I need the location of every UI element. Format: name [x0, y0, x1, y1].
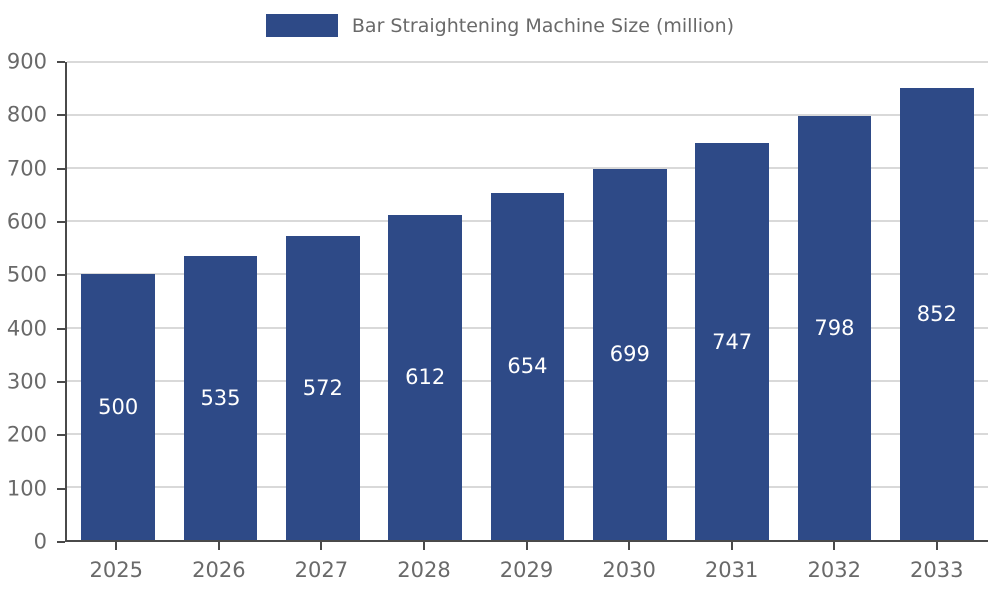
- bar-2029: 654: [490, 192, 565, 540]
- bar-2032: 798: [797, 116, 872, 540]
- y-tick-mark: [57, 274, 65, 277]
- plot-area: 500 535 572 612 654 699 747 798 852: [65, 61, 988, 542]
- gridline: [67, 61, 988, 63]
- bar-slot: 852: [886, 62, 988, 540]
- x-tick-mark: [217, 542, 220, 550]
- y-tick-mark: [57, 61, 65, 63]
- y-tick-mark: [57, 541, 65, 543]
- x-axis-slot: 2029: [475, 542, 578, 582]
- legend-swatch: [265, 14, 338, 37]
- bar-2026: 535: [183, 255, 258, 540]
- bar-value-label: 699: [609, 342, 650, 367]
- bar-slot: 535: [169, 62, 271, 540]
- x-tick-label: 2027: [294, 558, 349, 582]
- gridline: [67, 114, 988, 117]
- y-tick-mark: [57, 434, 65, 437]
- legend-label: Bar Straightening Machine Size (million): [351, 14, 735, 37]
- x-axis-slot: 2032: [783, 542, 886, 582]
- x-axis-slot: 2033: [886, 542, 989, 582]
- bar-slot: 654: [476, 62, 578, 540]
- bar-2027: 572: [285, 236, 360, 540]
- bars-container: 500 535 572 612 654 699 747 798 852: [67, 62, 988, 540]
- x-tick-label: 2026: [192, 558, 246, 582]
- bar-2033: 852: [899, 87, 974, 540]
- x-axis-slot: 2026: [168, 542, 271, 582]
- bar-2028: 612: [388, 214, 462, 540]
- x-tick-mark: [833, 542, 836, 550]
- y-tick-label: 700: [6, 156, 47, 181]
- bar-slot: 612: [374, 62, 476, 540]
- y-tick-mark: [57, 167, 65, 170]
- y-tick-label: 0: [33, 529, 47, 554]
- x-axis-labels: 2025 2026 2027 2028 2029 2030 2031 2032 2033: [65, 542, 988, 582]
- x-axis-slot: 2028: [373, 542, 476, 582]
- x-tick-label: 2032: [807, 558, 861, 582]
- x-tick-mark: [935, 542, 938, 550]
- y-tick-label: 400: [6, 316, 47, 341]
- y-tick-mark: [57, 327, 65, 330]
- y-tick-label: 900: [6, 49, 47, 74]
- bar-value-label: 654: [507, 354, 548, 379]
- bar-value-label: 572: [302, 376, 343, 401]
- bar-value-label: 747: [712, 329, 753, 354]
- x-tick-mark: [115, 542, 118, 550]
- bar-value-label: 535: [200, 385, 241, 410]
- x-tick-label: 2031: [704, 558, 759, 582]
- legend: Bar Straightening Machine Size (million): [0, 14, 1000, 37]
- y-tick-label: 300: [6, 369, 47, 394]
- y-tick-label: 600: [6, 209, 47, 234]
- bar-value-label: 852: [916, 301, 957, 326]
- y-tick-mark: [57, 487, 65, 490]
- y-axis: 0 100 200 300 400 500 600 700 800 900: [0, 51, 65, 552]
- x-tick-label: 2029: [499, 558, 554, 582]
- x-tick-mark: [525, 542, 528, 550]
- x-tick-mark: [320, 542, 323, 550]
- x-tick-mark: [422, 542, 425, 550]
- bar-value-label: 798: [814, 316, 855, 341]
- bar-2025: 500: [81, 274, 155, 540]
- bar-2030: 699: [592, 168, 667, 540]
- y-tick-mark: [57, 221, 65, 224]
- bar-slot: 798: [783, 62, 885, 540]
- y-tick-mark: [57, 114, 65, 117]
- bar-slot: 500: [67, 62, 169, 540]
- y-tick-label: 500: [6, 262, 47, 287]
- x-tick-label: 2030: [602, 558, 656, 582]
- y-tick-label: 200: [6, 422, 47, 447]
- x-tick-label: 2033: [910, 558, 964, 582]
- x-axis-slot: 2031: [680, 542, 783, 582]
- bar-value-label: 500: [98, 395, 139, 420]
- y-tick-label: 800: [6, 102, 47, 127]
- y-tick-mark: [57, 381, 65, 384]
- x-axis-slot: 2027: [270, 542, 373, 582]
- gridline: [67, 167, 988, 170]
- x-axis-slot: 2030: [578, 542, 681, 582]
- x-tick-mark: [730, 542, 733, 550]
- bar-value-label: 612: [405, 365, 446, 390]
- x-tick-mark: [628, 542, 631, 550]
- x-axis-slot: 2025: [65, 542, 168, 582]
- bar-slot: 572: [272, 62, 374, 540]
- y-tick-label: 100: [6, 476, 47, 501]
- bar-2031: 747: [695, 143, 769, 540]
- x-tick-label: 2028: [397, 558, 451, 582]
- x-tick-label: 2025: [89, 558, 143, 582]
- bar-slot: 747: [681, 62, 783, 540]
- bar-slot: 699: [579, 62, 681, 540]
